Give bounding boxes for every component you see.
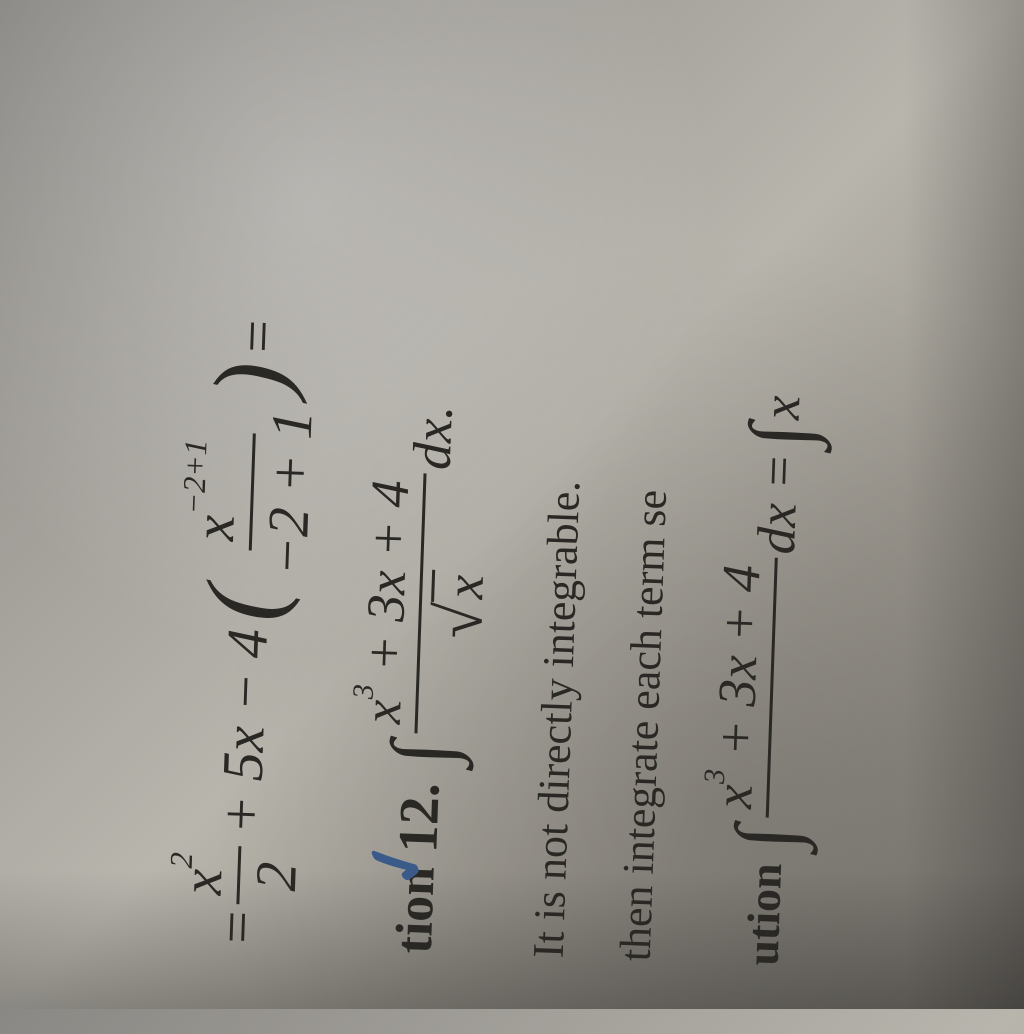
frac-num: x2: [167, 844, 241, 904]
paren-close: ): [190, 360, 311, 399]
var-x-4: x: [703, 783, 764, 809]
sqrt-icon: x: [422, 570, 499, 640]
integral-icon-3: ∫: [730, 422, 831, 449]
var-x-3: x: [351, 699, 412, 725]
equation-line-1: = x2 2 + 5x − 4 ( x−2+1 −2 + 1 ) =: [165, 0, 340, 950]
frac-integrand-2: x3 + 3x + 4: [701, 556, 841, 820]
frac-den: 2: [239, 853, 310, 900]
question-number: ✓ 12.: [386, 782, 452, 854]
exp-3b: 3: [698, 768, 730, 784]
equation-line-2: tion ✓ 12. ∫ x3 + 3x + 4 x dx.: [342, 0, 520, 956]
dx-1: dx.: [400, 404, 464, 471]
exp-3: 3: [347, 684, 379, 700]
line2-math: ∫ x3 + 3x + 4 x dx.: [349, 403, 505, 768]
integrand-den-2: [772, 673, 837, 705]
plus-3x-plus-4: + 3x + 4: [353, 479, 420, 686]
trail-x: x: [750, 395, 813, 421]
var-x-2: x: [181, 514, 247, 542]
page-content: = x2 2 + 5x − 4 ( x−2+1 −2 + 1 ) = tion …: [0, 0, 1024, 1034]
integrand-den: x: [420, 561, 500, 647]
eq-sign: =: [202, 907, 270, 948]
frac-xneg2p1: x−2+1 −2 + 1: [178, 399, 325, 585]
label-ution: ution: [735, 862, 792, 966]
integrand-num-2: x3 + 3x + 4: [701, 556, 777, 818]
paren-open: (: [182, 584, 303, 623]
exp-neg2p1: −2+1: [176, 439, 214, 515]
integral-icon-2: ∫: [716, 824, 817, 851]
plus-5x-minus-4: + 5x − 4: [206, 628, 280, 836]
equation-line-3: ution ∫ x3 + 3x + 4 dx = ∫ x: [696, 0, 861, 968]
frac-den-2: −2 + 1: [250, 401, 325, 585]
plus-3x-plus-4b: + 3x + 4: [704, 564, 771, 771]
text-then-integrate: then integrate each term se: [609, 489, 676, 962]
text-not-directly-integrable: It is not directly integrable.: [522, 480, 590, 959]
frac-x2-over-2: x2 2: [167, 844, 310, 907]
integral-icon: ∫: [371, 739, 472, 766]
frac-integrand: x3 + 3x + 4 x: [350, 471, 503, 736]
eq-sign-2: =: [223, 316, 291, 357]
explanation-line-2: then integrate each term se: [609, 0, 694, 962]
integrand-num: x3 + 3x + 4: [350, 471, 426, 733]
frac-num-2: x−2+1: [179, 431, 255, 550]
line1-math: = x2 2 + 5x − 4 ( x−2+1 −2 + 1 ) =: [165, 315, 328, 950]
var-x: x: [168, 868, 234, 896]
sqrt-arg: x: [431, 570, 495, 604]
explanation-line-1: It is not directly integrable.: [522, 0, 607, 959]
line3-math: ∫ x3 + 3x + 4 dx = ∫ x: [700, 393, 847, 851]
dx-eq: dx =: [745, 452, 810, 555]
exp-2: 2: [163, 852, 199, 869]
